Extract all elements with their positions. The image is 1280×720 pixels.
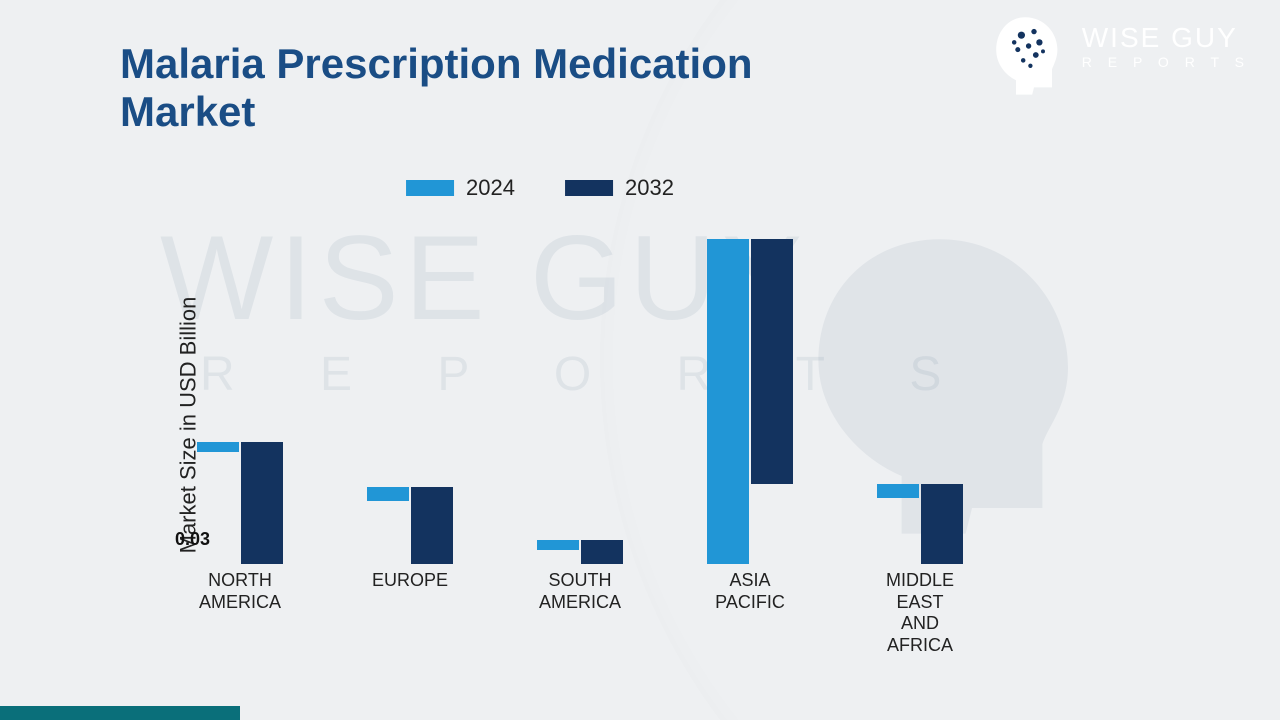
bar-group: [350, 487, 470, 564]
bar: [411, 487, 453, 564]
brand-head-icon: [980, 10, 1070, 100]
bottom-accent-strip: [0, 706, 240, 720]
bar: [241, 442, 283, 565]
plot-area: 0.03: [150, 215, 980, 565]
brand-line2: R E P O R T S: [1082, 54, 1250, 70]
bar: [877, 484, 919, 498]
bar: [197, 442, 239, 453]
bar-group: [860, 484, 980, 565]
bar-chart: Market Size in USD Billion 2024 2032 0.0…: [100, 175, 980, 675]
legend-swatch-2024: [406, 180, 454, 196]
brand-logo: WISE GUY R E P O R T S: [1082, 22, 1250, 70]
x-tick-label: NORTHAMERICA: [170, 570, 310, 613]
bar: [751, 239, 793, 484]
legend-item-2032: 2032: [565, 175, 674, 201]
legend-label-2024: 2024: [466, 175, 515, 201]
bar-group: [690, 239, 810, 565]
bar: [537, 540, 579, 551]
brand-line1: WISE GUY: [1082, 22, 1250, 54]
bar: [921, 484, 963, 565]
bar: [581, 540, 623, 565]
legend-swatch-2032: [565, 180, 613, 196]
x-tick-label: ASIAPACIFIC: [680, 570, 820, 613]
value-label: 0.03: [175, 529, 210, 550]
legend-item-2024: 2024: [406, 175, 515, 201]
x-tick-label: EUROPE: [340, 570, 480, 592]
x-tick-label: SOUTHAMERICA: [510, 570, 650, 613]
page-title: Malaria Prescription Medication Market: [120, 40, 840, 137]
bar: [367, 487, 409, 501]
bar: [707, 239, 749, 565]
x-tick-label: MIDDLEEASTANDAFRICA: [850, 570, 990, 656]
legend: 2024 2032: [406, 175, 674, 201]
legend-label-2032: 2032: [625, 175, 674, 201]
bar-group: [520, 540, 640, 565]
x-axis-labels: NORTHAMERICA EUROPE SOUTHAMERICA ASIAPACIFI…: [150, 570, 980, 675]
